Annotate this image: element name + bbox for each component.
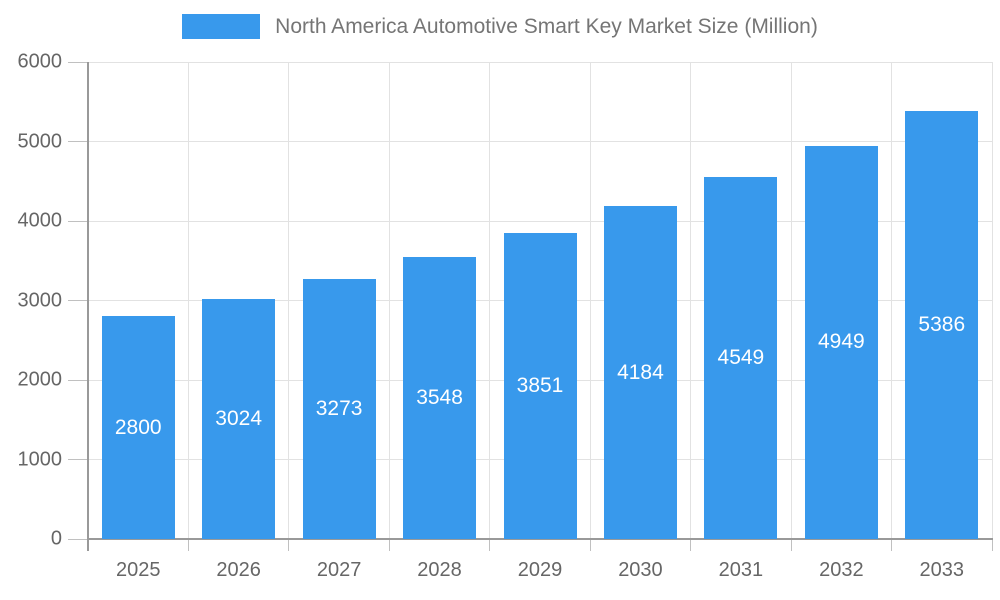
x-axis-line — [87, 538, 993, 540]
x-axis-label: 2026 — [216, 559, 261, 581]
y-axis-line — [87, 62, 89, 551]
bar-value-label: 4549 — [717, 346, 765, 370]
x-axis-label: 2025 — [115, 559, 161, 581]
y-gridline — [88, 220, 992, 222]
bar-value-label: 3273 — [315, 396, 363, 420]
y-axis-tick — [68, 220, 88, 222]
x-axis-tick — [388, 539, 390, 551]
bar-value-label: 2800 — [114, 415, 162, 439]
x-gridline — [187, 62, 189, 539]
y-axis-label: 4000 — [17, 209, 63, 232]
y-axis-label: 1000 — [17, 448, 63, 470]
bar-2026: 3024 — [202, 298, 276, 539]
y-gridline — [88, 141, 992, 142]
bar-value-label: 5386 — [918, 312, 966, 336]
bar-2031: 4549 — [704, 177, 778, 539]
x-axis-tick — [891, 539, 893, 551]
bar-value-label: 3548 — [416, 385, 463, 409]
bar-value-label: 3851 — [516, 373, 564, 397]
y-axis-tick — [68, 379, 88, 381]
y-axis-tick — [68, 61, 88, 63]
bar-value-label: 4949 — [817, 330, 865, 354]
bar-value-label: 4184 — [617, 360, 664, 384]
bar-2032: 4949 — [804, 145, 878, 539]
x-axis-label: 2032 — [819, 559, 864, 581]
x-gridline — [690, 62, 692, 539]
legend-label[interactable]: North America Automotive Smart Key Marke… — [275, 15, 818, 38]
x-axis-label: 2028 — [417, 559, 462, 581]
legend-swatch-icon[interactable] — [182, 14, 261, 39]
y-gridline — [88, 61, 992, 63]
y-axis-tick — [68, 459, 88, 460]
y-axis-label: 5000 — [17, 130, 63, 152]
x-axis-label: 2031 — [718, 559, 764, 581]
x-gridline — [790, 62, 792, 539]
y-axis-tick — [68, 300, 88, 301]
x-gridline — [991, 62, 993, 539]
x-gridline — [489, 62, 491, 539]
x-axis-tick — [991, 539, 993, 551]
legend[interactable]: North America Automotive Smart Key Marke… — [0, 14, 1000, 39]
x-gridline — [891, 62, 893, 539]
x-axis-label: 2027 — [316, 559, 362, 581]
x-axis-tick — [288, 539, 290, 551]
x-axis-tick — [790, 539, 792, 551]
x-axis-label: 2030 — [618, 559, 663, 581]
bar-value-label: 3024 — [215, 406, 263, 430]
x-axis-label: 2029 — [517, 559, 563, 581]
y-axis-tick — [68, 141, 88, 142]
y-axis-tick — [68, 538, 88, 540]
bar-2029: 3851 — [503, 232, 577, 539]
x-gridline — [288, 62, 290, 539]
bar-2033: 5386 — [905, 110, 979, 539]
y-axis-label: 6000 — [17, 50, 63, 73]
bar-2025: 2800 — [101, 316, 175, 539]
x-axis-tick — [187, 539, 189, 551]
bar-2028: 3548 — [403, 256, 477, 539]
y-axis-label: 0 — [50, 527, 62, 550]
bar-2030: 4184 — [603, 206, 677, 539]
bar-2027: 3273 — [302, 278, 376, 539]
x-gridline — [589, 62, 591, 539]
x-axis-tick — [589, 539, 591, 551]
y-axis-label: 3000 — [17, 289, 63, 311]
x-axis-tick — [690, 539, 692, 551]
x-axis-tick — [489, 539, 491, 551]
x-gridline — [388, 62, 390, 539]
y-axis-label: 2000 — [17, 368, 63, 391]
x-axis-label: 2033 — [919, 559, 965, 581]
